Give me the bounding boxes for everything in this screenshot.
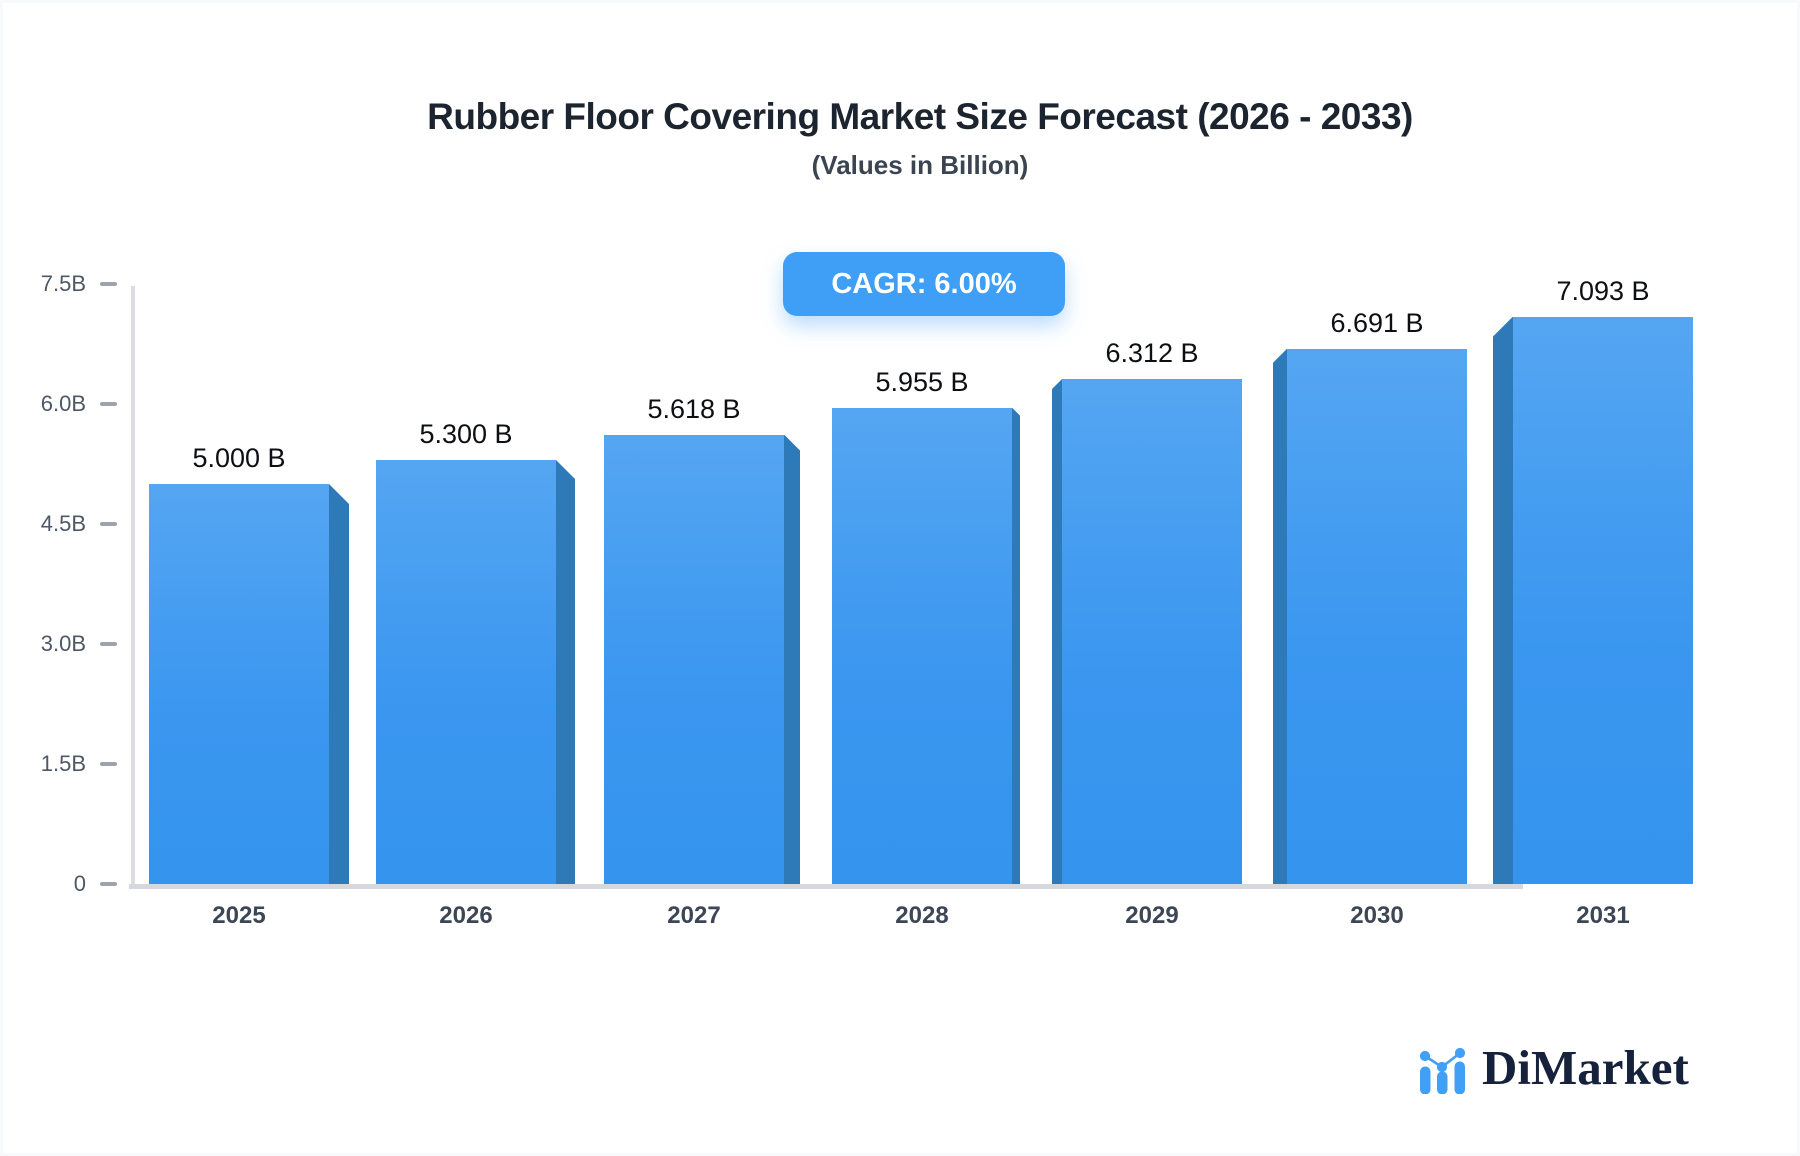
x-axis-tick-label: 2029 — [1125, 902, 1179, 929]
bar-value-label: 5.618 B — [647, 393, 741, 424]
x-axis-tick-label: 2025 — [212, 902, 266, 929]
x-axis-tick-label: 2031 — [1576, 902, 1630, 929]
x-axis-line — [129, 884, 1523, 889]
bar-side-face-2031 — [1493, 316, 1513, 884]
bar-side-face-2025 — [329, 484, 349, 884]
y-axis-tick-mark — [100, 882, 117, 886]
brand-name: DiMarket — [1482, 1040, 1689, 1095]
bar-side-face-2027 — [784, 434, 800, 884]
bar-2029[interactable] — [1062, 379, 1242, 884]
y-axis-tick-mark — [100, 282, 117, 286]
y-axis-tick-label: 3.0B — [40, 631, 86, 656]
bar-value-label: 7.093 B — [1556, 275, 1650, 306]
y-axis-tick-label: 4.5B — [40, 511, 86, 536]
y-axis-tick-label: 6.0B — [40, 391, 86, 416]
x-axis-tick-label: 2028 — [895, 902, 949, 929]
y-axis-tick-mark — [100, 762, 117, 766]
y-axis-tick-label: 1.5B — [40, 751, 86, 776]
y-axis-tick-mark — [100, 642, 117, 646]
bar-value-label: 5.955 B — [875, 366, 969, 397]
bar-value-label: 6.312 B — [1105, 338, 1199, 369]
y-axis-line — [131, 286, 135, 888]
chart-header: Rubber Floor Covering Market Size Foreca… — [40, 0, 1800, 181]
bar-2031[interactable] — [1513, 316, 1693, 884]
x-axis-tick-label: 2026 — [439, 902, 493, 929]
bar-chart-sparkline-icon — [1419, 1048, 1466, 1094]
x-axis-tick-label: 2030 — [1350, 902, 1404, 929]
bar-2027[interactable] — [604, 434, 784, 884]
bar-side-face-2029 — [1052, 379, 1062, 884]
bar-2028[interactable] — [832, 407, 1012, 884]
bar-2026[interactable] — [376, 460, 556, 884]
bar-value-label: 6.691 B — [1330, 307, 1424, 338]
bar-value-label: 5.300 B — [419, 419, 513, 449]
bar-value-label: 5.000 B — [192, 443, 286, 473]
chart-title: Rubber Floor Covering Market Size Foreca… — [427, 96, 1413, 137]
y-axis-tick-label: 0 — [73, 871, 86, 896]
brand-logo: DiMarket — [1418, 1042, 1689, 1094]
bar-2025[interactable] — [149, 484, 329, 884]
x-axis-tick-label: 2027 — [667, 902, 721, 929]
chart-subtitle: (Values in Billion) — [811, 150, 1029, 180]
y-axis-tick-label: 7.5B — [40, 271, 86, 296]
bar-side-face-2028 — [1012, 407, 1020, 884]
bar-side-face-2030 — [1273, 348, 1287, 884]
bar-2030[interactable] — [1287, 348, 1467, 884]
cagr-badge: CAGR: 6.00% — [783, 252, 1065, 316]
y-axis-tick-mark — [100, 522, 117, 526]
y-axis-tick-mark — [100, 402, 117, 406]
bar-side-face-2026 — [556, 460, 575, 884]
